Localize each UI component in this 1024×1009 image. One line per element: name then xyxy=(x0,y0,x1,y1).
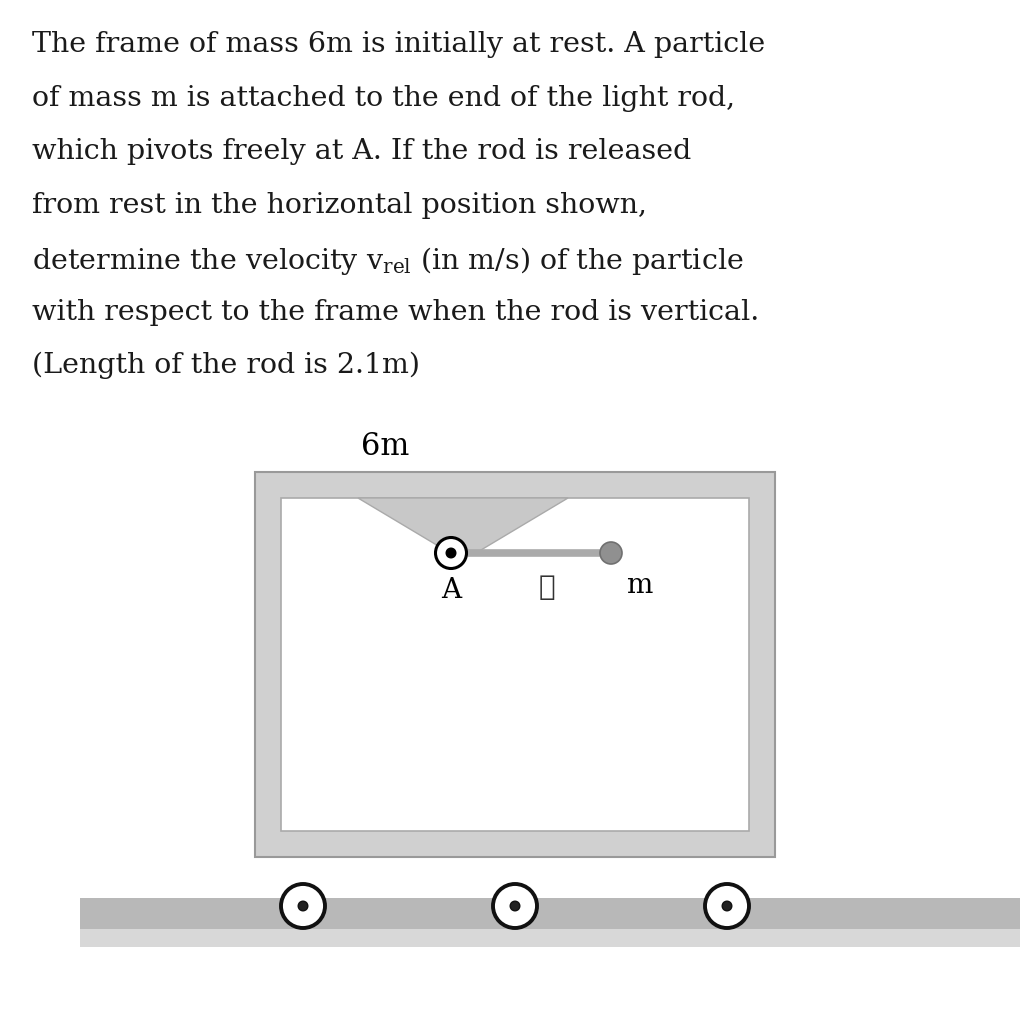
Text: of mass m is attached to the end of the light rod,: of mass m is attached to the end of the … xyxy=(32,85,735,112)
Text: determine the velocity v$_{\mathregular{rel}}$ (in m/s) of the particle: determine the velocity v$_{\mathregular{… xyxy=(32,245,743,277)
Circle shape xyxy=(298,901,308,911)
Circle shape xyxy=(722,901,732,911)
Text: m: m xyxy=(626,572,652,599)
Circle shape xyxy=(600,542,622,564)
Circle shape xyxy=(281,884,325,928)
Text: A: A xyxy=(441,576,461,603)
Circle shape xyxy=(705,884,749,928)
Bar xyxy=(80,898,1020,932)
Circle shape xyxy=(510,901,520,911)
Text: 6m: 6m xyxy=(360,431,410,462)
Text: The frame of mass 6m is initially at rest. A particle: The frame of mass 6m is initially at res… xyxy=(32,31,765,58)
Text: with respect to the frame when the rod is vertical.: with respect to the frame when the rod i… xyxy=(32,299,759,326)
Bar xyxy=(281,498,749,831)
Circle shape xyxy=(493,884,537,928)
Text: ℓ: ℓ xyxy=(539,574,555,601)
Text: from rest in the horizontal position shown,: from rest in the horizontal position sho… xyxy=(32,192,647,219)
Bar xyxy=(255,472,775,857)
Circle shape xyxy=(446,548,456,558)
Circle shape xyxy=(435,538,467,568)
Text: (Length of the rod is 2.1m): (Length of the rod is 2.1m) xyxy=(32,352,420,379)
Bar xyxy=(80,929,1020,947)
Text: which pivots freely at A. If the rod is released: which pivots freely at A. If the rod is … xyxy=(32,138,691,165)
Polygon shape xyxy=(358,498,568,553)
